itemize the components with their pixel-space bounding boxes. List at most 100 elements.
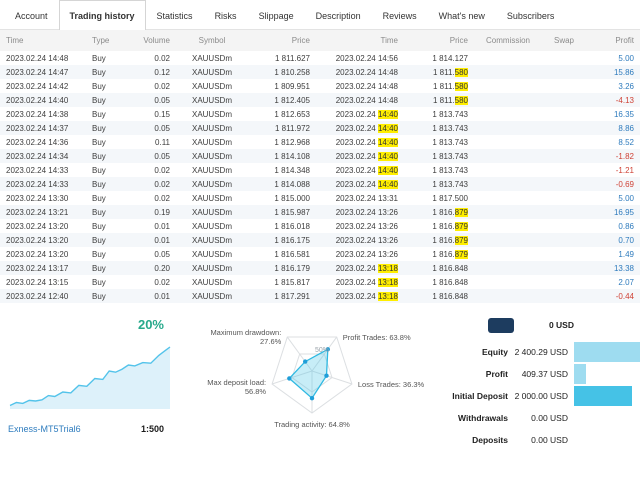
table-row[interactable]: 2023.02.24 13:15 Buy 0.02 XAUUSDm 1 815.817 2… — [0, 275, 640, 289]
column-header-price: Price — [248, 30, 316, 51]
swap-cell — [536, 261, 580, 275]
highlighted-text: 580 — [454, 67, 468, 77]
table-row[interactable]: 2023.02.24 14:36 Buy 0.11 XAUUSDm 1 812.968 2… — [0, 135, 640, 149]
tab-trading-history[interactable]: Trading history — [58, 0, 146, 30]
close_time-cell: 2023.02.24 14:40 — [335, 179, 398, 189]
table-row[interactable]: 2023.02.24 14:42 Buy 0.02 XAUUSDm 1 809.951 2… — [0, 79, 640, 93]
growth-panel: 20% Exness-MT5Trial6 1:500 — [0, 315, 172, 451]
table-row[interactable]: 2023.02.24 13:20 Buy 0.01 XAUUSDm 1 816.175 2… — [0, 233, 640, 247]
profit-cell: 15.86 — [613, 67, 634, 77]
commission-cell — [474, 93, 536, 107]
close_time-cell: 2023.02.24 13:26 — [335, 207, 398, 217]
swap-cell — [536, 247, 580, 261]
stat-value: 0.00 USD — [531, 413, 568, 423]
commission-cell — [474, 177, 536, 191]
commission-cell — [474, 65, 536, 79]
open_time-cell: 2023.02.24 14:33 — [6, 165, 69, 175]
stat-value: 2 400.29 USD — [514, 347, 568, 357]
symbol-cell: XAUUSDm — [191, 95, 232, 105]
radar-chart: 50% Profit Trades: 63.8% Loss Trades: 36.3… — [207, 328, 424, 429]
highlighted-text: 580 — [454, 81, 468, 91]
tab-slippage[interactable]: Slippage — [258, 10, 294, 21]
tab-risks[interactable]: Risks — [214, 10, 237, 21]
symbol-cell: XAUUSDm — [191, 109, 232, 119]
close_price-cell: 1 816.848 — [432, 277, 468, 287]
broker-row: Exness-MT5Trial6 1:500 — [8, 424, 172, 434]
table-row[interactable]: 2023.02.24 13:21 Buy 0.19 XAUUSDm 1 815.987 2… — [0, 205, 640, 219]
table-row[interactable]: 2023.02.24 14:47 Buy 0.12 XAUUSDm 1 810.258 2… — [0, 65, 640, 79]
open_time-cell: 2023.02.24 13:20 — [6, 221, 69, 231]
trading-history-page: Account Trading history Statistics Risks Sli… — [0, 0, 640, 451]
type-cell: Buy — [92, 67, 106, 77]
symbol-cell: XAUUSDm — [191, 263, 232, 273]
svg-text:Maximum drawdown:: Maximum drawdown: — [210, 328, 281, 337]
open_time-cell: 2023.02.24 14:42 — [6, 81, 69, 91]
swap-cell — [536, 289, 580, 303]
svg-text:Max deposit load:: Max deposit load: — [207, 378, 266, 387]
close_time-cell: 2023.02.24 14:40 — [335, 137, 398, 147]
type-cell: Buy — [92, 53, 106, 63]
open_price-cell: 1 817.291 — [274, 291, 310, 301]
table-row[interactable]: 2023.02.24 13:30 Buy 0.02 XAUUSDm 1 815.000 2… — [0, 191, 640, 205]
open_time-cell: 2023.02.24 14:38 — [6, 109, 69, 119]
profit-cell: 5.00 — [618, 193, 634, 203]
open_price-cell: 1 816.179 — [274, 263, 310, 273]
table-row[interactable]: 2023.02.24 14:37 Buy 0.05 XAUUSDm 1 811.972 2… — [0, 121, 640, 135]
type-cell: Buy — [92, 235, 106, 245]
stat-label: Profit — [485, 369, 508, 379]
swap-cell — [536, 275, 580, 289]
table-row[interactable]: 2023.02.24 13:20 Buy 0.01 XAUUSDm 1 816.018 2… — [0, 219, 640, 233]
open_price-cell: 1 815.987 — [274, 207, 310, 217]
volume-cell: 0.19 — [154, 207, 170, 217]
table-row[interactable]: 2023.02.24 14:33 Buy 0.02 XAUUSDm 1 814.348 2… — [0, 163, 640, 177]
open_time-cell: 2023.02.24 14:33 — [6, 179, 69, 189]
tab-account[interactable]: Account — [15, 10, 48, 21]
symbol-cell: XAUUSDm — [191, 193, 232, 203]
type-cell: Buy — [92, 291, 106, 301]
stats-top-row: 0 USD — [452, 317, 640, 333]
symbol-cell: XAUUSDm — [191, 165, 232, 175]
table-row[interactable]: 2023.02.24 13:20 Buy 0.05 XAUUSDm 1 816.581 2… — [0, 247, 640, 261]
close_price-cell: 1 816.848 — [432, 291, 468, 301]
open_time-cell: 2023.02.24 14:36 — [6, 137, 69, 147]
stat-value: 2 000.00 USD — [514, 391, 568, 401]
profit-cell: 0.86 — [618, 221, 634, 231]
broker-link[interactable]: Exness-MT5Trial6 — [8, 424, 81, 434]
highlighted-text: 879 — [454, 221, 468, 231]
table-row[interactable]: 2023.02.24 14:40 Buy 0.05 XAUUSDm 1 812.405 2… — [0, 93, 640, 107]
svg-text:27.6%: 27.6% — [260, 337, 282, 346]
profit-cell: 8.52 — [618, 137, 634, 147]
commission-cell — [474, 275, 536, 289]
swap-cell — [536, 177, 580, 191]
stat-bar — [574, 408, 640, 428]
tab-reviews[interactable]: Reviews — [382, 10, 417, 21]
table-row[interactable]: 2023.02.24 14:48 Buy 0.02 XAUUSDm 1 811.627 2… — [0, 51, 640, 65]
stat-label: Deposits — [472, 435, 508, 445]
table-row[interactable]: 2023.02.24 14:34 Buy 0.05 XAUUSDm 1 814.108 2… — [0, 149, 640, 163]
table-row[interactable]: 2023.02.24 12:40 Buy 0.01 XAUUSDm 1 817.291 2… — [0, 289, 640, 303]
commission-cell — [474, 79, 536, 93]
table-row[interactable]: 2023.02.24 14:38 Buy 0.15 XAUUSDm 1 812.653 2… — [0, 107, 640, 121]
close_price-cell: 1 813.743 — [432, 109, 468, 119]
close_time-cell: 2023.02.24 13:26 — [335, 235, 398, 245]
table-row[interactable]: 2023.02.24 13:17 Buy 0.20 XAUUSDm 1 816.179 2… — [0, 261, 640, 275]
period-selector-pill[interactable] — [488, 317, 514, 333]
table-row[interactable]: 2023.02.24 14:33 Buy 0.02 XAUUSDm 1 814.088 2… — [0, 177, 640, 191]
open_price-cell: 1 811.627 — [275, 53, 310, 63]
open_time-cell: 2023.02.24 14:47 — [6, 67, 69, 77]
tab-statistics[interactable]: Statistics — [156, 10, 193, 21]
profit-cell: 1.49 — [618, 249, 634, 259]
highlighted-text: 14:40 — [377, 165, 398, 175]
volume-cell: 0.05 — [154, 123, 170, 133]
tab-subscribers[interactable]: Subscribers — [506, 10, 555, 21]
close_price-cell: 1 817.500 — [432, 193, 468, 203]
highlighted-text: 580 — [454, 95, 468, 105]
swap-cell — [536, 149, 580, 163]
open_price-cell: 1 816.581 — [274, 249, 310, 259]
tab-description[interactable]: Description — [315, 10, 361, 21]
volume-cell: 0.15 — [154, 109, 170, 119]
close_time-cell: 2023.02.24 13:31 — [335, 193, 398, 203]
volume-cell: 0.02 — [154, 277, 170, 287]
tab-what-s-new[interactable]: What's new — [438, 10, 485, 21]
highlighted-text: 14:40 — [377, 179, 398, 189]
